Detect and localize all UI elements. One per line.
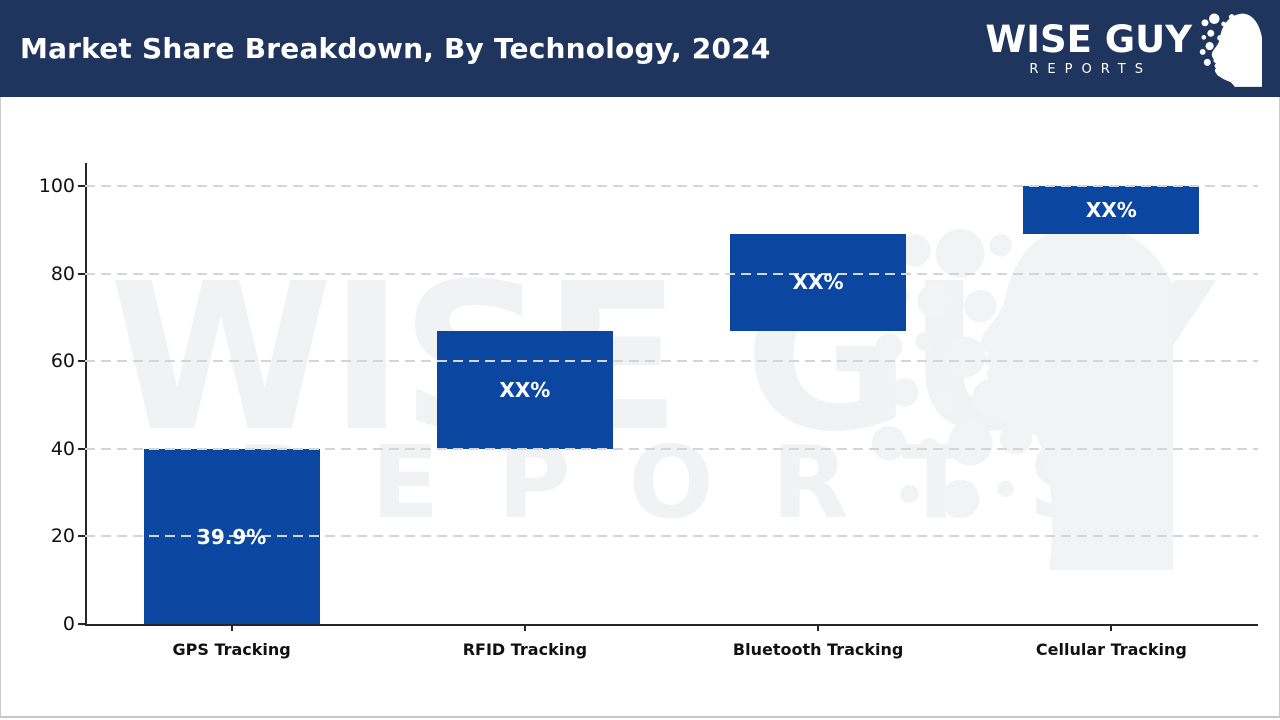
bar-value-label: XX% (499, 378, 551, 403)
chart-area: WISE GUY REPORTS 0 20 40 60 80 100 39.9% XX% XX… (0, 97, 1280, 718)
y-tick-mark (78, 623, 85, 625)
x-category-label: Bluetooth Tracking (732, 640, 904, 659)
gridline (85, 447, 1258, 450)
x-category-label: GPS Tracking (172, 640, 291, 659)
header: Market Share Breakdown, By Technology, 2… (0, 0, 1280, 97)
logo-face-icon (1199, 13, 1262, 87)
watermark-face-icon (871, 225, 1174, 570)
bar-value-label: XX% (792, 270, 844, 295)
y-tick-mark (78, 185, 85, 187)
page-title: Market Share Breakdown, By Technology, 2… (20, 32, 771, 65)
y-tick-mark (78, 272, 85, 275)
bar-cellular-tracking (1023, 186, 1200, 234)
y-tick-label: 0 (62, 613, 75, 635)
gridline (85, 535, 1258, 538)
y-tick-label: 20 (50, 525, 75, 548)
y-tick-label: 100 (38, 175, 75, 197)
y-tick-label: 60 (50, 350, 75, 373)
bar-value-label: XX% (1085, 197, 1137, 222)
bar-rfid-tracking (436, 330, 613, 450)
logo-wise-guy-text: WISE GUY (985, 18, 1192, 61)
x-tick-mark (523, 624, 526, 631)
logo-text: WISE GUY REPORTS (985, 21, 1192, 76)
x-tick-mark (817, 624, 820, 631)
y-tick-label: 40 (50, 437, 75, 460)
y-tick-mark (78, 447, 85, 450)
y-axis-line (85, 163, 87, 626)
y-tick-mark (78, 535, 85, 538)
bar-value-label: 39.9% (196, 524, 267, 549)
wiseguy-logo: WISE GUY REPORTS (985, 8, 1262, 90)
logo-reports-text: REPORTS (1029, 62, 1152, 77)
x-tick-mark (1110, 624, 1113, 631)
gridline (85, 360, 1258, 363)
x-axis-line (85, 624, 1258, 626)
x-category-label: RFID Tracking (462, 640, 588, 659)
bar-bluetooth-tracking (730, 233, 907, 331)
x-tick-mark (230, 624, 233, 631)
y-tick-mark (78, 360, 85, 363)
gridline (85, 185, 1258, 187)
x-category-label: Cellular Tracking (1035, 640, 1187, 659)
gridline (85, 272, 1258, 275)
y-tick-label: 80 (50, 262, 75, 285)
